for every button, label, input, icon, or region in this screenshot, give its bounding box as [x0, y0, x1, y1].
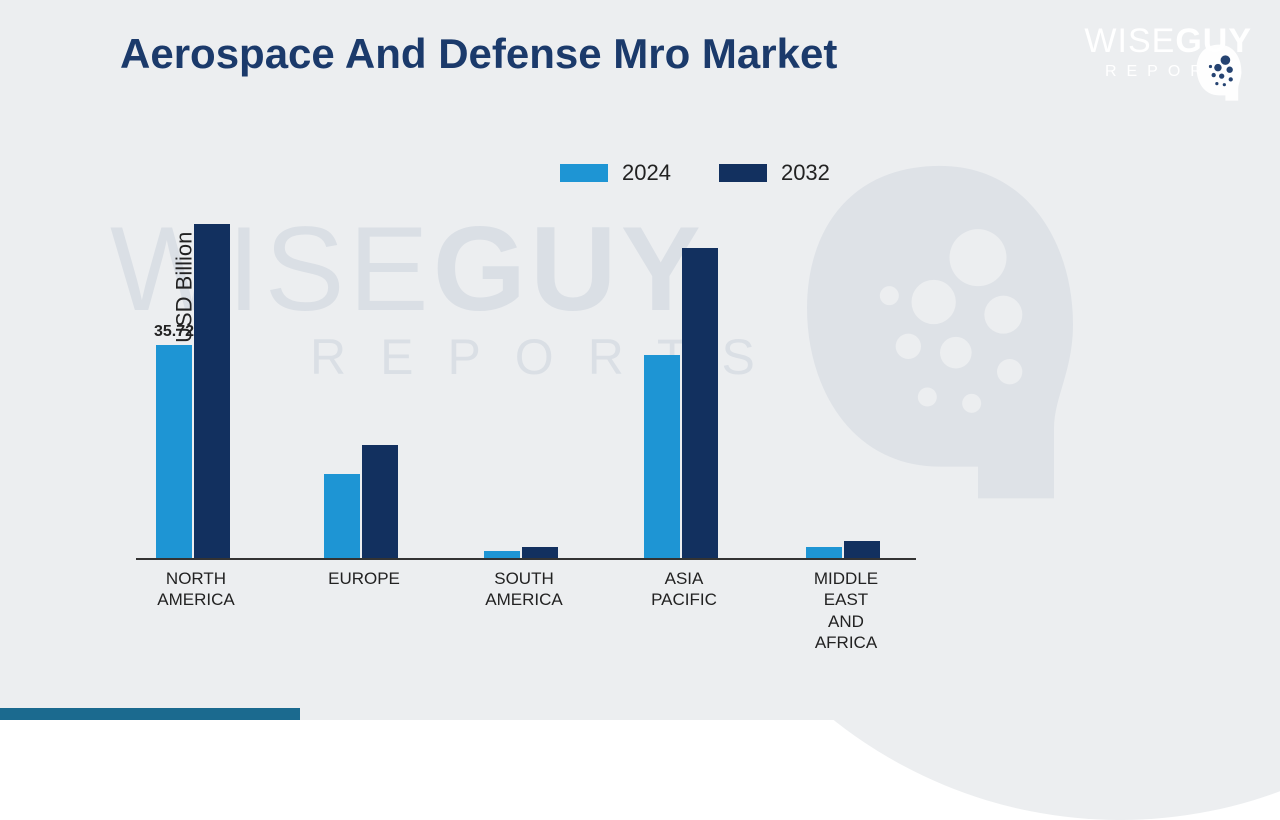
brand-logo: WISEGUY REPORTS	[1084, 22, 1252, 81]
bar	[362, 445, 398, 558]
category-label: MIDDLE EAST AND AFRICA	[814, 568, 878, 653]
brand-sidebar	[960, 0, 1280, 720]
bar	[324, 474, 360, 558]
bar: 35.72	[156, 345, 192, 558]
logo-line1a: WISE	[1084, 22, 1175, 60]
category-label: SOUTH AMERICA	[485, 568, 562, 611]
page-canvas: Aerospace And Defense Mro Market WISEGUY…	[0, 0, 1280, 720]
bar	[484, 551, 520, 558]
category-label: ASIA PACIFIC	[651, 568, 717, 611]
logo-head-icon	[1190, 42, 1248, 106]
bar	[644, 355, 680, 558]
bar	[844, 541, 880, 558]
bar	[194, 224, 230, 558]
bar	[806, 547, 842, 558]
bar	[682, 248, 718, 558]
bottom-accent-bar	[0, 708, 300, 720]
plot-region: 35.72NORTH AMERICAEUROPESOUTH AMERICAASI…	[136, 190, 916, 560]
chart-title: Aerospace And Defense Mro Market	[120, 30, 837, 78]
category-label: EUROPE	[328, 568, 400, 589]
category-label: NORTH AMERICA	[157, 568, 234, 611]
bar	[522, 547, 558, 558]
chart-area: Market Size in USD Billion 35.72NORTH AM…	[96, 150, 916, 570]
